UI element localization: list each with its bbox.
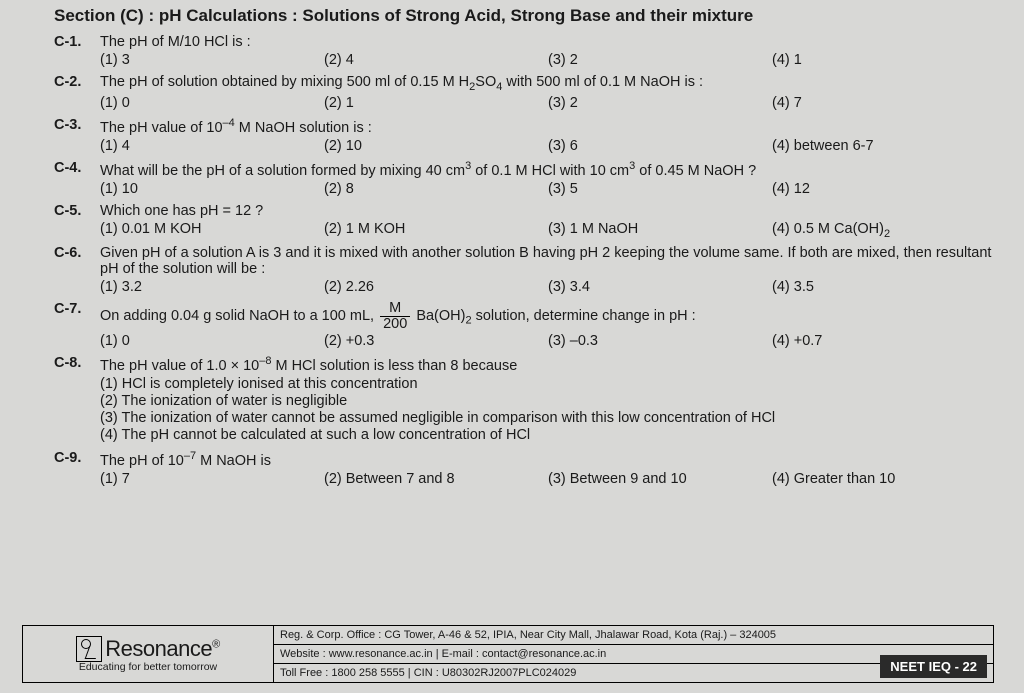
logo-subtitle: Educating for better tomorrow xyxy=(79,661,217,673)
question-number: C-8. xyxy=(54,355,100,444)
worksheet-page: Section (C) : pH Calculations : Solution… xyxy=(0,0,1024,487)
question: C-2.The pH of solution obtained by mixin… xyxy=(54,74,996,111)
option: (2) 8 xyxy=(324,181,548,197)
question-options: (1) 0(2) +0.3(3) –0.3(4) +0.7 xyxy=(100,333,996,349)
option: (4) 12 xyxy=(772,181,996,197)
question: C-1.The pH of M/10 HCl is : (1) 3(2) 4(3)… xyxy=(54,34,996,68)
option: (3) 2 xyxy=(548,95,772,111)
option: (2) 1 M KOH xyxy=(324,221,548,240)
question: C-6.Given pH of a solution A is 3 and it… xyxy=(54,245,996,295)
option: (2) +0.3 xyxy=(324,333,548,349)
question-text: Given pH of a solution A is 3 and it is … xyxy=(100,245,996,277)
option: (1) HCl is completely ionised at this co… xyxy=(100,376,996,392)
question: C-5.Which one has pH = 12 ? (1) 0.01 M KO… xyxy=(54,203,996,240)
option: (4) 1 xyxy=(772,52,996,68)
question-text: The pH of M/10 HCl is : xyxy=(100,34,996,50)
question-text: The pH of solution obtained by mixing 50… xyxy=(100,74,996,93)
question-text: On adding 0.04 g solid NaOH to a 100 mL,… xyxy=(100,301,996,331)
logo-box: Resonance® Educating for better tomorrow xyxy=(23,626,274,682)
question-text: The pH value of 1.0 × 10–8 M HCl solutio… xyxy=(100,355,996,374)
option: (1) 0 xyxy=(100,95,324,111)
option: (2) 10 xyxy=(324,138,548,154)
option: (3) The ionization of water cannot be as… xyxy=(100,410,996,426)
option: (3) 1 M NaOH xyxy=(548,221,772,240)
question: C-3.The pH value of 10–4 M NaOH solution… xyxy=(54,117,996,154)
option: (1) 10 xyxy=(100,181,324,197)
option: (3) 2 xyxy=(548,52,772,68)
question-text: The pH of 10–7 M NaOH is xyxy=(100,450,996,469)
option: (1) 3 xyxy=(100,52,324,68)
question-options: (1) 4(2) 10(3) 6(4) between 6-7 xyxy=(100,138,996,154)
option: (3) 3.4 xyxy=(548,279,772,295)
question-options: (1) 10(2) 8(3) 5(4) 12 xyxy=(100,181,996,197)
question-number: C-2. xyxy=(54,74,100,111)
option: (2) The ionization of water is negligibl… xyxy=(100,393,996,409)
question-options: (1) 3(2) 4(3) 2(4) 1 xyxy=(100,52,996,68)
question-options: (1) 0.01 M KOH(2) 1 M KOH(3) 1 M NaOH(4)… xyxy=(100,221,996,240)
option: (3) –0.3 xyxy=(548,333,772,349)
section-title: Section (C) : pH Calculations : Solution… xyxy=(54,6,996,26)
option: (4) 7 xyxy=(772,95,996,111)
question-text: The pH value of 10–4 M NaOH solution is … xyxy=(100,117,996,136)
question-number: C-3. xyxy=(54,117,100,154)
option: (2) 4 xyxy=(324,52,548,68)
question-options: (1) 3.2(2) 2.26(3) 3.4(4) 3.5 xyxy=(100,279,996,295)
option: (3) Between 9 and 10 xyxy=(548,471,772,487)
option: (1) 0.01 M KOH xyxy=(100,221,324,240)
option: (2) Between 7 and 8 xyxy=(324,471,548,487)
question-text: What will be the pH of a solution formed… xyxy=(100,160,996,179)
option: (1) 3.2 xyxy=(100,279,324,295)
logo-text: Resonance® xyxy=(105,636,219,662)
option: (2) 1 xyxy=(324,95,548,111)
neet-badge: NEET IEQ - 22 xyxy=(880,655,987,678)
option: (4) +0.7 xyxy=(772,333,996,349)
question-text: Which one has pH = 12 ? xyxy=(100,203,996,219)
option: (4) Greater than 10 xyxy=(772,471,996,487)
footer-row-address: Reg. & Corp. Office : CG Tower, A-46 & 5… xyxy=(274,626,993,645)
resonance-logo-icon xyxy=(76,636,102,662)
option: (3) 5 xyxy=(548,181,772,197)
question-options: (1) 7(2) Between 7 and 8(3) Between 9 an… xyxy=(100,471,996,487)
question-number: C-7. xyxy=(54,301,100,349)
question-number: C-5. xyxy=(54,203,100,240)
question-number: C-1. xyxy=(54,34,100,68)
option: (4) 3.5 xyxy=(772,279,996,295)
question-number: C-6. xyxy=(54,245,100,295)
footer-bar: Resonance® Educating for better tomorrow… xyxy=(22,625,994,683)
option: (4) between 6-7 xyxy=(772,138,996,154)
question-options: (1) 0(2) 1(3) 2(4) 7 xyxy=(100,95,996,111)
question-number: C-9. xyxy=(54,450,100,487)
question-list: C-1.The pH of M/10 HCl is :(1) 3(2) 4(3)… xyxy=(54,34,996,487)
option: (1) 0 xyxy=(100,333,324,349)
option: (3) 6 xyxy=(548,138,772,154)
question-number: C-4. xyxy=(54,160,100,197)
question: C-8.The pH value of 1.0 × 10–8 M HCl sol… xyxy=(54,355,996,444)
option: (2) 2.26 xyxy=(324,279,548,295)
option: (1) 4 xyxy=(100,138,324,154)
option: (4) 0.5 M Ca(OH)2 xyxy=(772,221,996,240)
question: C-4.What will be the pH of a solution fo… xyxy=(54,160,996,197)
option: (4) The pH cannot be calculated at such … xyxy=(100,427,996,443)
question-options: (1) HCl is completely ionised at this co… xyxy=(100,376,996,443)
option: (1) 7 xyxy=(100,471,324,487)
question: C-9.The pH of 10–7 M NaOH is (1) 7(2) Bet… xyxy=(54,450,996,487)
question: C-7.On adding 0.04 g solid NaOH to a 100… xyxy=(54,301,996,349)
